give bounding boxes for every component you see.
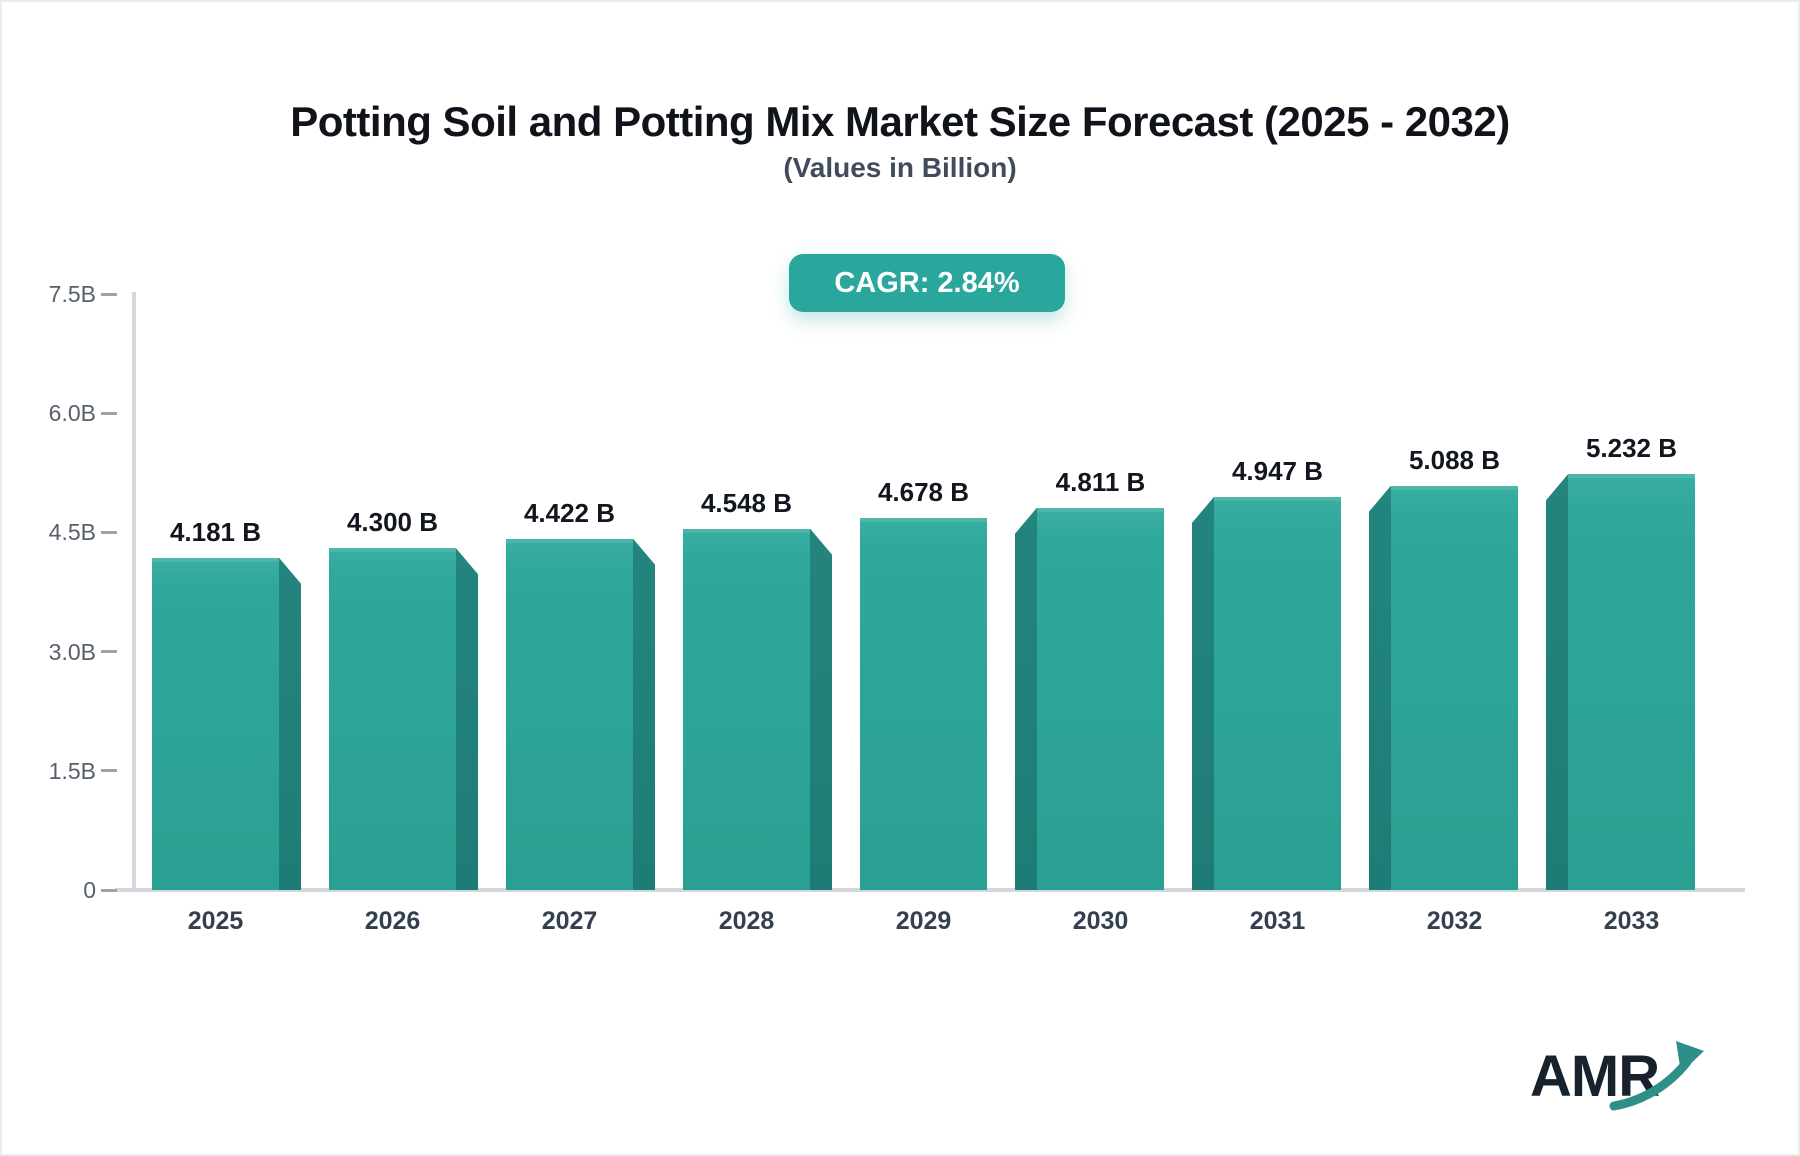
bar	[860, 518, 987, 890]
chart-title: Potting Soil and Potting Mix Market Size…	[290, 98, 1510, 145]
x-axis-label: 2033	[1603, 907, 1660, 935]
bar-value-label: 5.088 B	[1408, 444, 1501, 475]
bar-value-label: 4.422 B	[523, 497, 616, 528]
y-tick-dash	[101, 888, 117, 892]
bar-side-face	[1192, 496, 1214, 890]
x-axis-label: 2028	[718, 907, 775, 935]
amr-logo: AMR	[1530, 1038, 1725, 1122]
bar	[506, 538, 633, 890]
y-tick-label: 6.0B	[48, 400, 96, 427]
bar-side-face	[810, 528, 832, 890]
x-axis-label: 2026	[364, 907, 421, 935]
cagr-badge-label: CAGR: 2.84%	[834, 266, 1020, 299]
y-tick-dash	[101, 530, 117, 534]
bar	[1214, 496, 1341, 890]
x-axis-label: 2032	[1426, 907, 1483, 935]
bar-side-face	[1015, 507, 1037, 890]
cagr-badge: CAGR: 2.84%	[789, 254, 1065, 312]
bar-side-face	[456, 548, 478, 890]
y-tick-label: 7.5B	[48, 281, 96, 307]
bar	[1568, 474, 1695, 890]
y-tick-label: 0	[83, 877, 96, 903]
bar	[152, 557, 279, 890]
y-axis-line	[132, 292, 136, 890]
x-axis-label: 2031	[1249, 907, 1306, 935]
bar	[1037, 507, 1164, 890]
chart-subtitle: (Values in Billion)	[783, 152, 1017, 183]
x-axis-label: 2025	[187, 907, 244, 935]
x-axis-label: 2029	[895, 907, 952, 935]
bar-side-face	[279, 557, 301, 890]
y-tick-label: 4.5B	[48, 519, 96, 546]
bar	[683, 528, 810, 890]
growth-arrow-icon	[1609, 1041, 1704, 1111]
bar-value-label: 4.300 B	[346, 507, 439, 538]
x-axis-label: 2027	[541, 907, 598, 935]
bar-value-label: 4.548 B	[700, 487, 793, 518]
y-tick-label: 1.5B	[48, 757, 96, 784]
bar-value-label: 4.811 B	[1055, 466, 1146, 497]
y-tick-label: 3.0B	[48, 638, 96, 665]
bar-value-label: 5.232 B	[1585, 433, 1678, 464]
x-axis-label: 2030	[1072, 907, 1129, 935]
bar-side-face	[633, 538, 655, 890]
bar-side-face	[1369, 485, 1391, 890]
bar-value-label: 4.678 B	[877, 477, 970, 508]
bar	[1391, 485, 1518, 890]
y-tick-dash	[101, 650, 117, 654]
y-tick-dash	[101, 769, 117, 773]
bar-side-face	[1546, 474, 1568, 890]
x-axis-line	[115, 888, 1745, 892]
bar	[329, 548, 456, 890]
y-tick-dash	[101, 292, 117, 296]
bar-value-label: 4.947 B	[1231, 455, 1324, 486]
y-tick-dash	[101, 411, 117, 415]
bar-value-label: 4.181 B	[169, 516, 262, 547]
